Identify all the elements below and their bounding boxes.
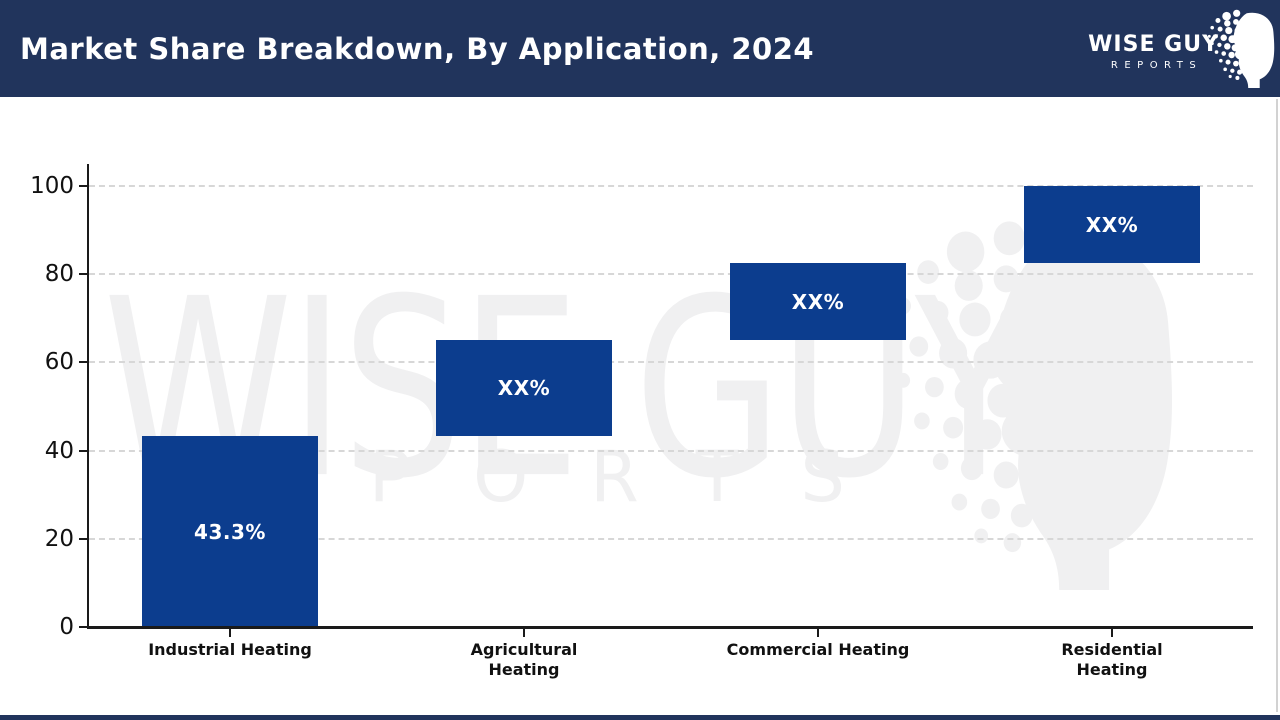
gridline-60 [89, 361, 1253, 364]
bar-value-label: XX% [497, 376, 551, 401]
y-tick-label-100: 100 [30, 173, 74, 199]
y-axis-line [87, 164, 89, 629]
x-tick-1 [229, 628, 231, 637]
wiseguy-head-icon [1205, 9, 1277, 88]
x-tick-2 [523, 628, 525, 637]
y-tick-label-60: 60 [44, 349, 74, 376]
x-axis-label: Industrial Heating [148, 640, 312, 659]
y-tick-label-80: 80 [44, 261, 74, 288]
y-tick-label-40: 40 [44, 437, 74, 464]
y-tick-20 [79, 537, 88, 540]
bar-1: 43.3% [142, 436, 318, 627]
logo-wordmark: WISE GUY [1088, 32, 1219, 57]
bar-2: XX% [436, 340, 612, 437]
gridline-100 [89, 185, 1253, 187]
x-axis-label: Commercial Heating [726, 640, 910, 659]
x-tick-3 [817, 628, 819, 637]
y-tick-80 [79, 273, 88, 276]
gridline-40 [89, 449, 1253, 452]
figure-right-border [1276, 99, 1278, 712]
bar-3: XX% [730, 263, 906, 341]
y-tick-40 [79, 449, 88, 452]
page-title: Market Share Breakdown, By Application, … [20, 32, 815, 66]
wiseguy-logo-text: WISE GUY REPORTS [1088, 32, 1219, 71]
bar-value-label: 43.3% [194, 519, 266, 544]
y-tick-label-20: 20 [44, 525, 74, 552]
gridline-20 [89, 537, 1253, 540]
bar-4: XX% [1024, 186, 1200, 264]
gridline-80 [89, 273, 1253, 276]
y-tick-60 [79, 361, 88, 364]
x-tick-4 [1111, 628, 1113, 637]
y-tick-100 [79, 185, 88, 187]
logo-subwordmark: REPORTS [1110, 60, 1203, 71]
bar-value-label: XX% [1085, 212, 1139, 237]
footer-bar [0, 715, 1280, 720]
x-axis-label: Agricultural Heating [470, 640, 578, 679]
x-axis-label: Residential Heating [1061, 640, 1163, 679]
y-tick-label-0: 0 [59, 614, 74, 640]
header-bar: Market Share Breakdown, By Application, … [0, 0, 1280, 97]
watermark-head-icon [872, 218, 1184, 590]
y-tick-0 [79, 626, 88, 628]
wiseguy-logo: WISE GUY REPORTS [1088, 9, 1277, 88]
x-axis-line [87, 626, 1253, 629]
bar-value-label: XX% [791, 289, 845, 314]
